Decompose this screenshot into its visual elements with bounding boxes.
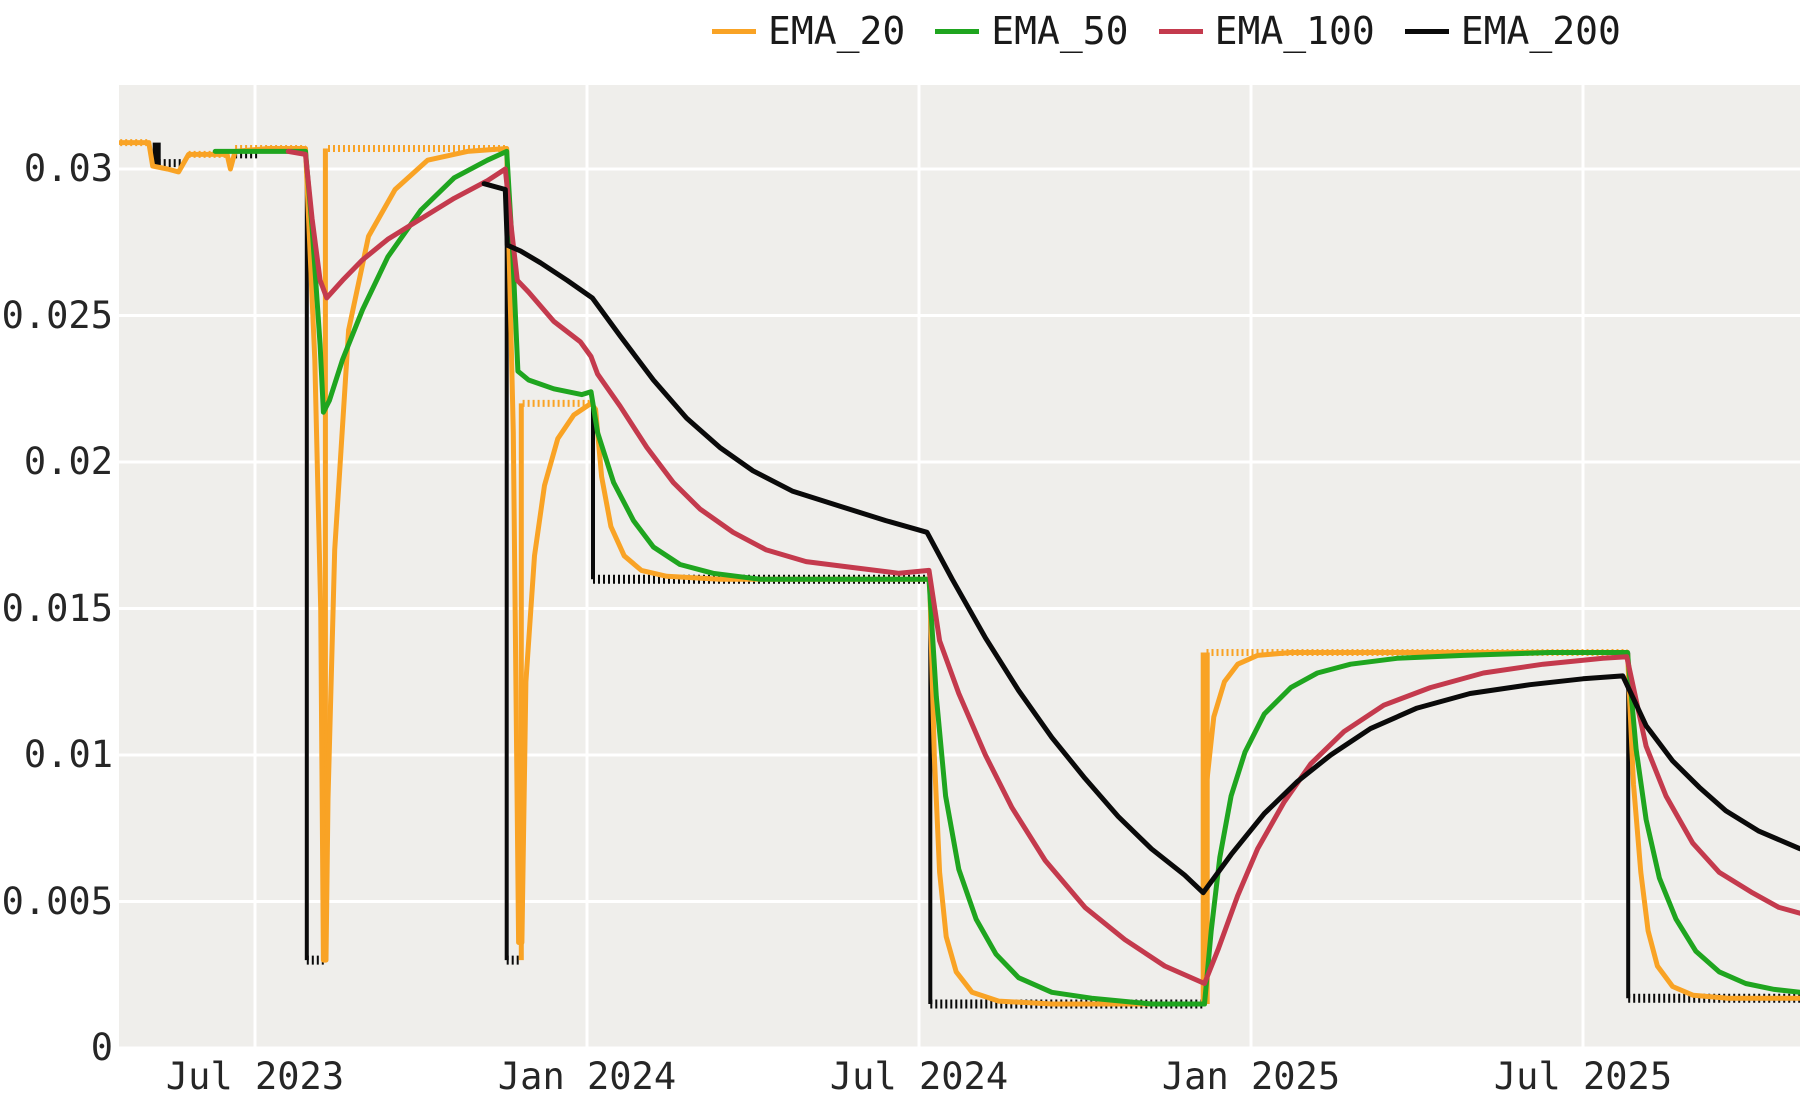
legend-item-ema-50: EMA_50 [935,8,1129,54]
legend-item-ema-200: EMA_200 [1404,8,1621,54]
ema-50-line [212,148,1800,1007]
y-tick-label: 0.025 [1,293,113,337]
legend-label: EMA_200 [1460,9,1621,53]
y-tick-label: 0 [90,1026,113,1069]
x-tick-label: Jul 2024 [829,1055,1009,1098]
y-tick-label: 0.005 [1,879,113,923]
x-tick-label: Jan 2025 [1161,1055,1341,1098]
legend-label: EMA_50 [991,9,1129,53]
chart-legend: EMA_20 EMA_50 EMA_100 EMA_200 [712,8,1621,54]
legend-line-swatch [712,28,756,34]
y-tick-label: 0.03 [23,147,113,190]
legend-line-swatch [1158,28,1203,34]
y-tick-label: 0.02 [23,440,113,483]
legend-label: EMA_100 [1214,9,1375,53]
legend-item-ema-100: EMA_100 [1158,8,1375,54]
legend-line-swatch [935,28,980,34]
legend-label: EMA_20 [768,9,906,53]
y-tick-label: 0.01 [23,733,113,776]
ema-100-line [285,148,1800,986]
x-tick-label: Jul 2025 [1493,1055,1673,1098]
x-tick-label: Jul 2023 [165,1055,345,1098]
legend-item-ema-20: EMA_20 [712,8,905,54]
x-tick-label: Jan 2024 [497,1055,677,1098]
plot-background [119,85,1800,1047]
ema-200-line [481,181,1800,896]
legend-line-swatch [1404,28,1449,34]
y-tick-label: 0.015 [1,586,113,630]
